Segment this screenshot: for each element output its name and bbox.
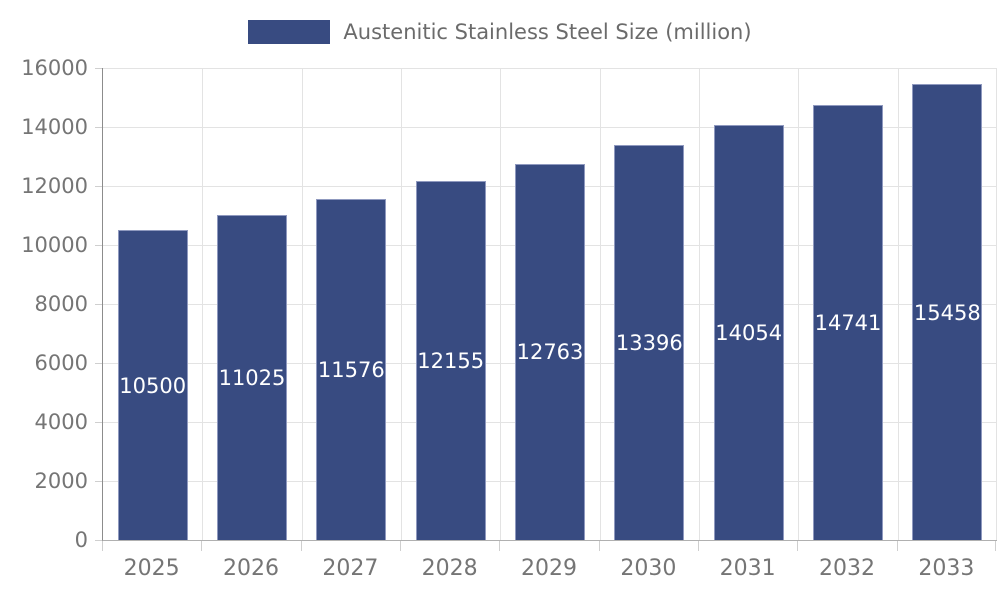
x-axis-ticks [102, 541, 996, 551]
gridline-v [599, 68, 601, 540]
x-tick [102, 541, 103, 551]
x-tick [896, 541, 898, 551]
bar-value-label: 15458 [913, 300, 981, 325]
bar-value-label: 11576 [317, 357, 385, 382]
y-axis-ticks [95, 68, 102, 541]
bar-value-label: 14054 [715, 321, 783, 346]
bar[interactable]: 12763 [515, 163, 585, 540]
legend-swatch-icon [248, 20, 331, 44]
x-tick-label: 2033 [918, 556, 975, 581]
y-tick [95, 68, 102, 69]
gridline-h [103, 127, 997, 128]
x-tick-label: 2027 [322, 556, 379, 581]
y-tick [95, 304, 102, 305]
x-tick [300, 541, 302, 551]
y-tick-label: 4000 [34, 410, 88, 434]
y-tick [95, 186, 102, 187]
gridline-v [202, 68, 204, 540]
gridline-v [996, 68, 997, 540]
y-tick [95, 481, 102, 482]
x-tick-label: 2029 [521, 556, 577, 581]
bar[interactable]: 15458 [912, 84, 983, 540]
bar[interactable]: 14741 [813, 105, 883, 540]
x-tick-label: 2028 [421, 556, 478, 581]
legend-label: Austenitic Stainless Steel Size (million… [343, 20, 752, 44]
x-tick-label: 2031 [719, 556, 776, 581]
bar-value-label: 12155 [417, 349, 485, 374]
y-tick-label: 16000 [21, 56, 88, 80]
legend: Austenitic Stainless Steel Size (million… [0, 20, 1000, 44]
y-tick-label: 10000 [21, 233, 88, 257]
bar-value-label: 12763 [516, 340, 584, 365]
x-tick [201, 541, 203, 551]
bar[interactable]: 13396 [614, 144, 685, 540]
plot-area: 10500 11025 11576 12155 12763 13396 14054 14741… [102, 68, 997, 541]
x-tick-label: 2030 [620, 556, 677, 581]
gridline-v [798, 68, 800, 540]
x-tick [399, 541, 401, 551]
x-tick [995, 541, 996, 551]
y-tick [95, 245, 102, 246]
y-axis-labels: 0 2000 4000 6000 8000 10000 12000 14000 16000 [0, 56, 88, 552]
y-tick [95, 127, 102, 128]
bar[interactable]: 14054 [713, 125, 784, 540]
y-tick-label: 8000 [34, 292, 88, 316]
y-tick-label: 2000 [34, 469, 88, 493]
bar[interactable]: 11025 [216, 214, 287, 540]
gridline-v [698, 68, 700, 540]
bar-value-label: 13396 [615, 330, 683, 355]
y-tick-label: 12000 [21, 174, 88, 198]
x-tick [499, 541, 501, 551]
x-tick-label: 2032 [819, 556, 875, 581]
bar[interactable]: 12155 [415, 181, 486, 540]
y-tick-label: 14000 [21, 115, 88, 139]
y-tick [95, 422, 102, 423]
legend-item[interactable]: Austenitic Stainless Steel Size (million… [248, 20, 752, 44]
x-tick [697, 541, 699, 551]
y-tick [95, 540, 102, 541]
x-tick [598, 541, 600, 551]
y-tick-label: 6000 [34, 351, 88, 375]
gridline-v [400, 68, 402, 540]
bar[interactable]: 11576 [316, 198, 387, 540]
gridline-v [301, 68, 303, 540]
gridline-h [103, 68, 997, 69]
x-tick-label: 2025 [123, 556, 180, 581]
bar-value-label: 11025 [218, 365, 286, 390]
bar[interactable]: 10500 [117, 230, 188, 540]
x-axis-labels: 2025 2026 2027 2028 2029 2030 2031 2032 2033 [102, 556, 996, 586]
y-tick-label: 0 [74, 528, 88, 552]
bar-value-label: 14741 [814, 311, 882, 336]
x-tick-label: 2026 [222, 556, 279, 581]
gridline-v [897, 68, 899, 540]
y-tick [95, 363, 102, 364]
gridline-v [500, 68, 502, 540]
bar-value-label: 10500 [119, 373, 187, 398]
x-tick [797, 541, 799, 551]
